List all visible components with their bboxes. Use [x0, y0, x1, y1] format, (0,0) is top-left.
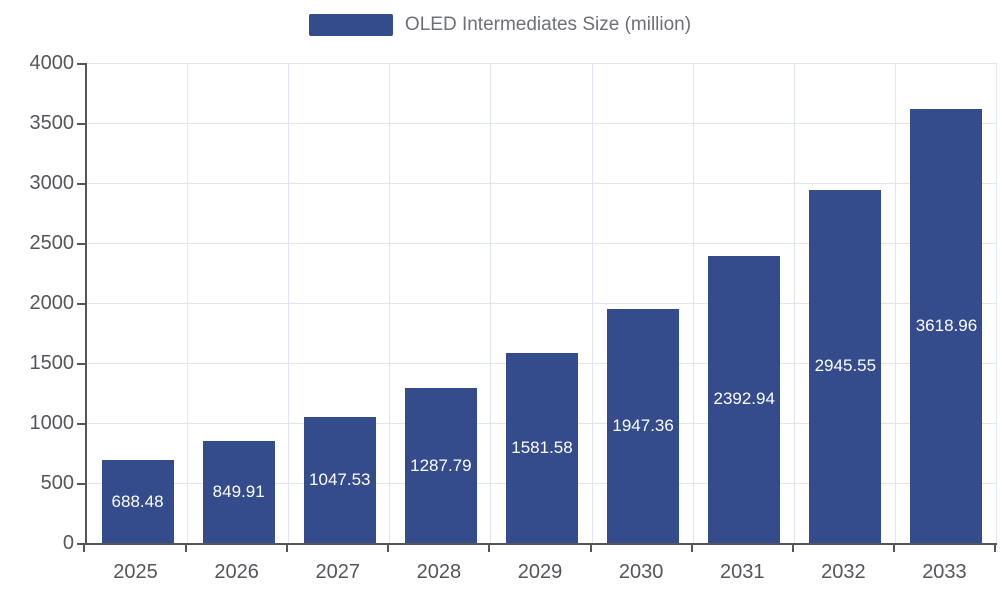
- y-axis-tick-label: 3500: [29, 112, 75, 134]
- x-axis-tick-label: 2032: [821, 561, 866, 583]
- bar-value-label: 1287.79: [410, 455, 472, 475]
- y-axis-tick-label: 1000: [29, 412, 75, 434]
- bar-value-label: 1947.36: [612, 416, 674, 436]
- x-axis-tick-mark: [690, 545, 693, 552]
- y-axis-tick-mark: [77, 483, 85, 485]
- x-axis-tick-label: 2033: [922, 561, 967, 583]
- x-axis-tick-mark: [994, 545, 996, 552]
- x-axis-tick-label: 2031: [719, 561, 765, 583]
- y-axis-tick-mark: [77, 543, 85, 545]
- bar-2032[interactable]: 2945.55: [809, 189, 882, 543]
- plot-area: 688.48 849.91 1047.53 1287.79 1581.58 1947.36…: [85, 63, 997, 545]
- x-axis-tick-label: 2026: [214, 561, 259, 583]
- vertical-gridline: [996, 63, 997, 543]
- vertical-gridline: [793, 63, 795, 543]
- bar-value-label: 849.91: [212, 482, 265, 501]
- y-axis-tick-label: 500: [40, 472, 74, 494]
- bar-2025[interactable]: 688.48: [101, 460, 174, 543]
- y-axis-tick-mark: [77, 243, 85, 245]
- bar-value-label: 2945.55: [814, 356, 877, 376]
- x-axis-tick-mark: [185, 545, 188, 552]
- x-axis-tick-mark: [791, 545, 794, 552]
- vertical-gridline: [591, 63, 593, 543]
- bar-value-label: 1581.58: [511, 438, 573, 458]
- x-axis-tick-mark: [488, 545, 491, 552]
- vertical-gridline: [894, 63, 896, 543]
- x-axis-tick-label: 2027: [315, 561, 361, 583]
- y-axis-tick-label: 4000: [29, 52, 75, 74]
- x-axis-tick-mark: [83, 545, 85, 552]
- y-axis-tick-label: 2500: [29, 232, 75, 254]
- bar-2027[interactable]: 1047.53: [303, 417, 376, 543]
- x-axis-tick-label: 2028: [416, 561, 462, 583]
- vertical-gridline: [187, 63, 189, 543]
- x-axis-tick-label: 2025: [113, 561, 158, 583]
- y-axis-tick-label: 2000: [29, 292, 75, 314]
- y-axis-tick-mark: [77, 303, 85, 305]
- bar-value-label: 3618.96: [915, 315, 978, 335]
- x-axis-tick-mark: [387, 545, 390, 552]
- x-axis-tick-label: 2030: [618, 561, 664, 583]
- y-axis-tick-label: 1500: [29, 352, 75, 374]
- bar-2029[interactable]: 1581.58: [506, 353, 578, 543]
- bar-2033[interactable]: 3618.96: [910, 108, 983, 543]
- y-axis-tick-label: 0: [62, 532, 74, 554]
- bar-value-label: 688.48: [111, 491, 164, 511]
- bar-value-label: 2392.94: [713, 389, 775, 409]
- vertical-gridline: [288, 63, 290, 543]
- y-axis-tick-mark: [77, 183, 85, 185]
- x-axis-tick-mark: [892, 545, 895, 552]
- bar-value-label: 1047.53: [309, 470, 371, 490]
- vertical-gridline: [389, 63, 391, 543]
- x-axis-tick-mark: [286, 545, 289, 552]
- horizontal-gridline: [87, 303, 997, 304]
- vertical-gridline: [490, 63, 492, 543]
- horizontal-gridline: [87, 243, 997, 244]
- bar-2028[interactable]: 1287.79: [404, 388, 477, 543]
- y-axis-tick-label: 3000: [29, 172, 75, 194]
- legend-label: OLED Intermediates Size (million): [404, 14, 692, 35]
- x-axis-tick-mark: [589, 545, 592, 552]
- y-axis-tick-mark: [77, 63, 85, 65]
- bar-2030[interactable]: 1947.36: [607, 309, 680, 543]
- horizontal-gridline: [87, 63, 997, 64]
- legend[interactable]: OLED Intermediates Size (million): [0, 14, 1000, 36]
- y-axis-tick-mark: [77, 363, 85, 365]
- legend-swatch: [308, 14, 393, 36]
- vertical-gridline: [692, 63, 694, 543]
- y-axis-tick-mark: [77, 423, 85, 425]
- horizontal-gridline: [87, 123, 997, 124]
- bar-2031[interactable]: 2392.94: [708, 255, 781, 543]
- y-axis-tick-mark: [77, 123, 85, 125]
- bar-2026[interactable]: 849.91: [202, 441, 275, 543]
- x-axis-tick-label: 2029: [517, 561, 563, 583]
- horizontal-gridline: [87, 183, 997, 184]
